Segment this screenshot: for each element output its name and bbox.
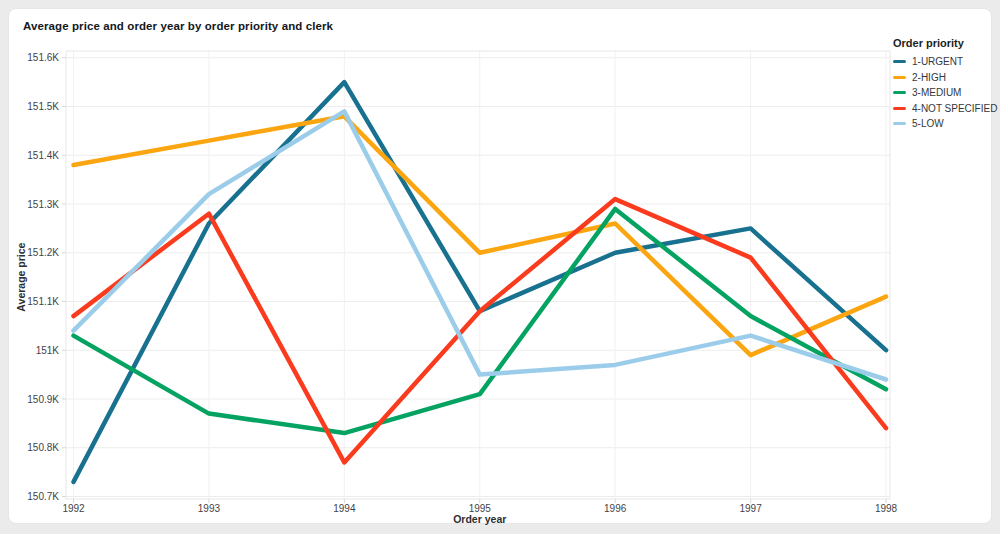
x-tick-label: 1996: [604, 503, 627, 514]
legend-item-label: 5-LOW: [912, 118, 944, 129]
x-axis-title: Order year: [453, 513, 506, 525]
y-tick-label: 151.6K: [27, 52, 59, 63]
legend-item-5-low[interactable]: 5-LOW: [893, 118, 1000, 129]
legend-item-label: 4-NOT SPECIFIED: [912, 103, 997, 114]
y-tick-label: 150.8K: [27, 442, 59, 453]
legend-item-label: 3-MEDIUM: [912, 87, 961, 98]
screen-background: Average price and order year by order pr…: [0, 0, 1000, 534]
y-tick-label: 151.4K: [27, 150, 59, 161]
y-axis-title: Average price: [15, 242, 27, 311]
legend-swatch: [893, 91, 906, 94]
y-tick-label: 151.5K: [27, 101, 59, 112]
y-tick-label: 151.1K: [27, 296, 59, 307]
y-tick-label: 151.3K: [27, 199, 59, 210]
legend-title: Order priority: [893, 37, 1000, 49]
legend-item-1-urgent[interactable]: 1-URGENT: [893, 56, 1000, 67]
legend-item-label: 1-URGENT: [912, 56, 963, 67]
legend-item-2-high[interactable]: 2-HIGH: [893, 72, 1000, 83]
legend-item-label: 2-HIGH: [912, 72, 946, 83]
x-tick-label: 1998: [875, 503, 898, 514]
legend-item-4-not-specified[interactable]: 4-NOT SPECIFIED: [893, 103, 1000, 114]
line-chart: 150.7K 150.8K 150.9K 151K 151.1K 151.2K 151.3K…: [9, 9, 1000, 534]
y-tick-label: 151K: [36, 345, 60, 356]
legend-items: 1-URGENT 2-HIGH 3-MEDIUM 4-NOT SPECIFIED 5-L…: [893, 56, 1000, 129]
y-tick-label: 150.7K: [27, 491, 59, 502]
x-tick-label: 1994: [333, 503, 356, 514]
legend-swatch: [893, 107, 906, 110]
chart-card: Average price and order year by order pr…: [8, 8, 992, 524]
x-tick-label: 1993: [198, 503, 221, 514]
y-tick-label: 150.9K: [27, 394, 59, 405]
x-tick-label: 1997: [739, 503, 762, 514]
x-tick-label: 1992: [62, 503, 85, 514]
legend-item-3-medium[interactable]: 3-MEDIUM: [893, 87, 1000, 98]
legend-swatch: [893, 122, 906, 125]
y-tick-label: 151.2K: [27, 247, 59, 258]
legend-swatch: [893, 76, 906, 79]
legend-swatch: [893, 60, 906, 63]
axis-labels: 150.7K 150.8K 150.9K 151K 151.1K 151.2K 151.3K…: [15, 52, 898, 525]
legend: Order priority 1-URGENT 2-HIGH 3-MEDIUM 4-N…: [893, 37, 1000, 134]
